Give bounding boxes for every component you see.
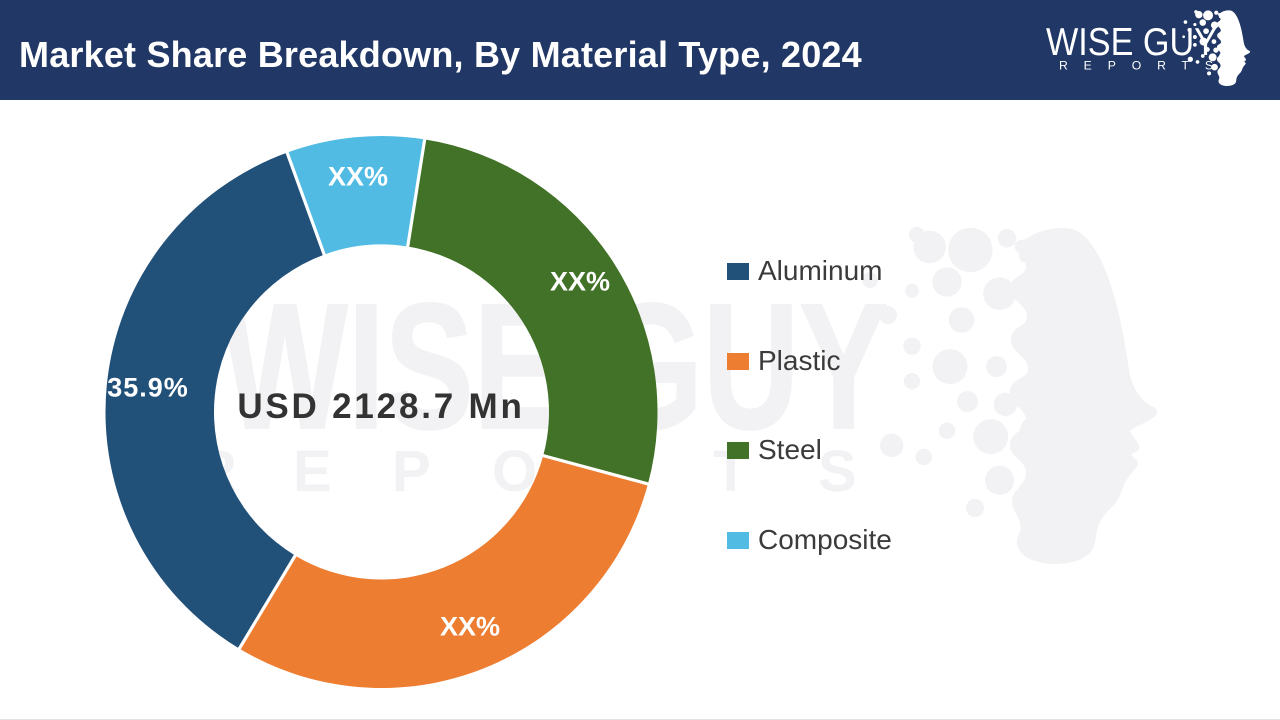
svg-text:E: E bbox=[293, 439, 332, 504]
svg-text:P: P bbox=[392, 439, 431, 504]
svg-text:S: S bbox=[818, 439, 857, 504]
svg-text:WISE GUY: WISE GUY bbox=[1046, 21, 1217, 64]
